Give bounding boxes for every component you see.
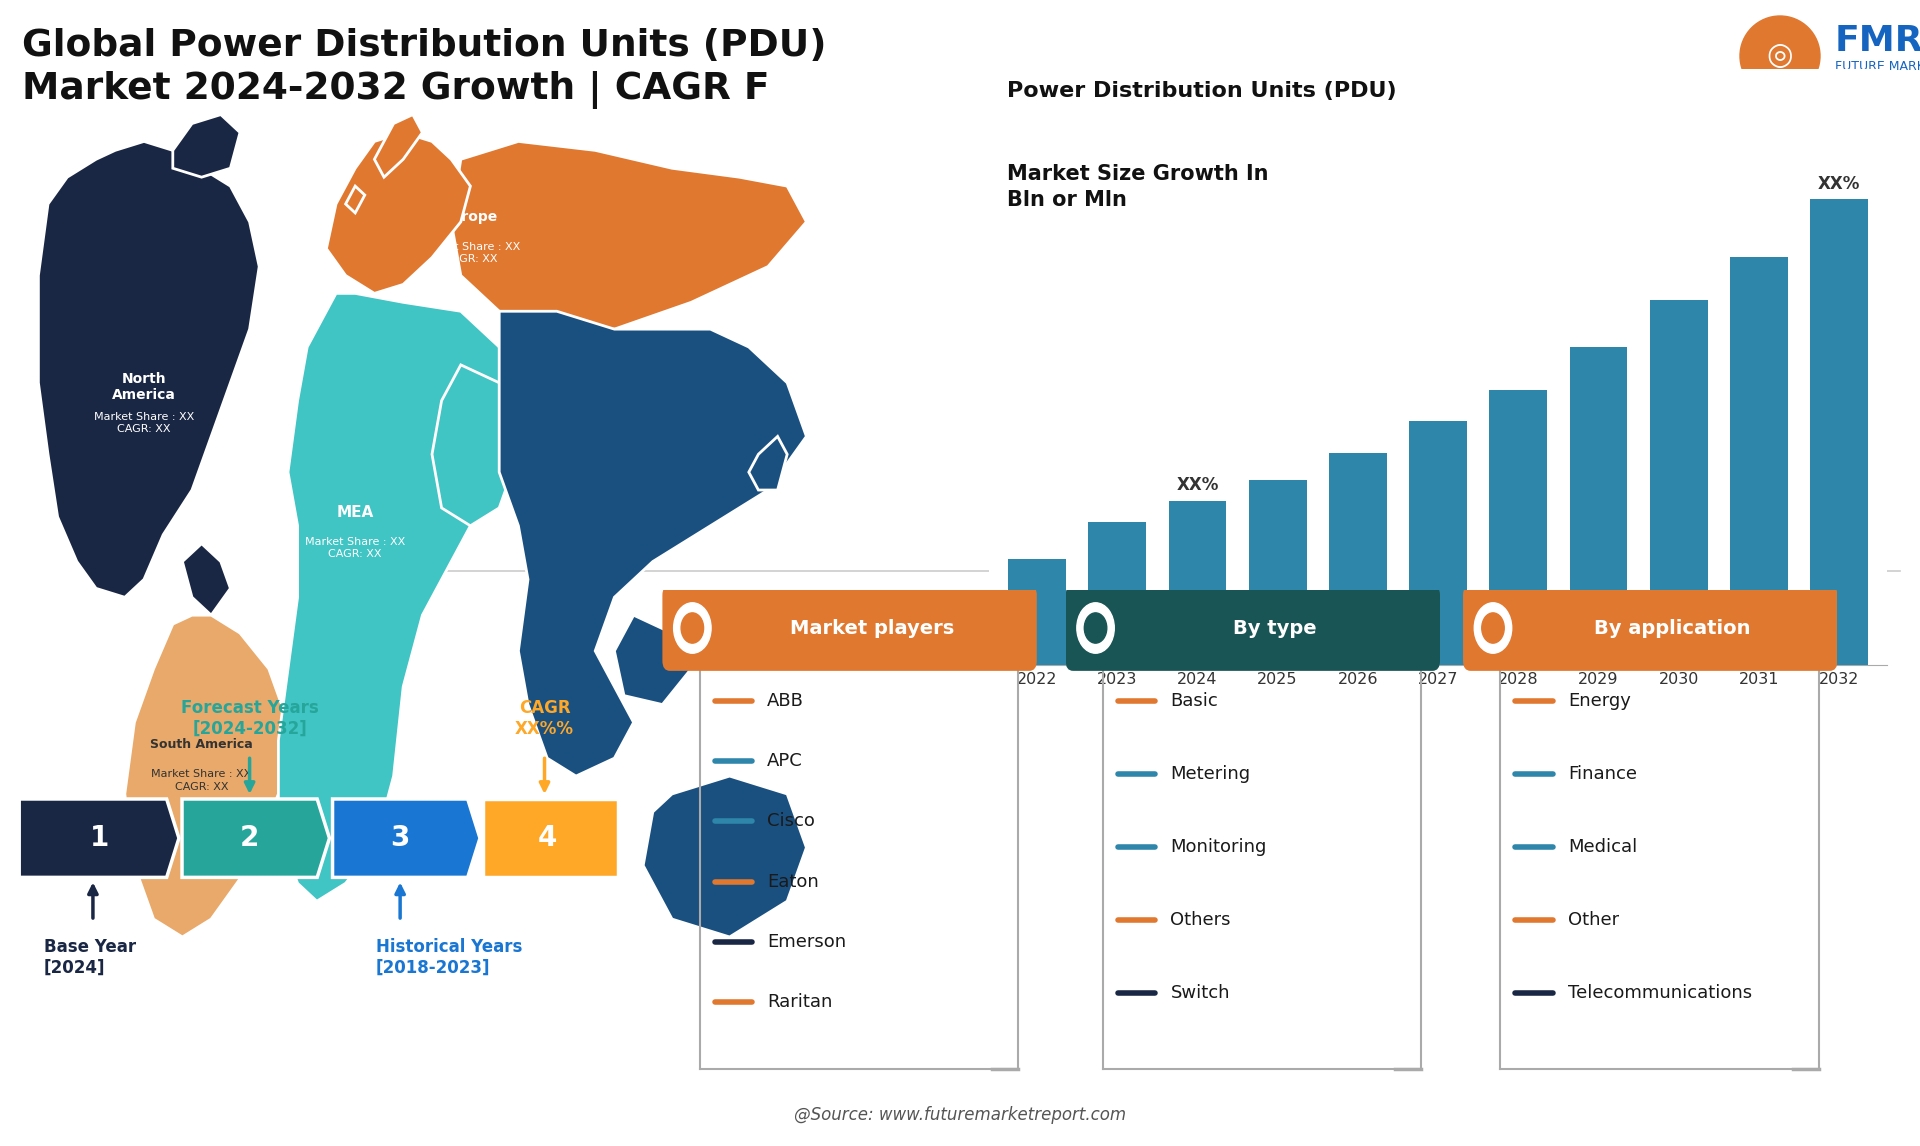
Polygon shape xyxy=(643,776,806,937)
Bar xyxy=(1409,422,1467,665)
FancyBboxPatch shape xyxy=(1463,586,1837,670)
Text: Other: Other xyxy=(1569,911,1619,929)
Polygon shape xyxy=(125,615,288,937)
Bar xyxy=(1649,299,1707,665)
Text: FUTURE MARKET REPORT: FUTURE MARKET REPORT xyxy=(1836,60,1920,72)
Text: 2: 2 xyxy=(240,824,259,853)
Text: XX%: XX% xyxy=(1818,175,1860,193)
Text: Market Share : XX
CAGR: XX: Market Share : XX CAGR: XX xyxy=(305,537,405,559)
Text: Raritan: Raritan xyxy=(768,992,833,1011)
Bar xyxy=(1490,390,1548,665)
Text: ABB: ABB xyxy=(768,692,804,711)
Text: Asia Pacific: Asia Pacific xyxy=(580,416,668,430)
Polygon shape xyxy=(332,799,480,878)
Text: Basic: Basic xyxy=(1171,692,1217,711)
Text: @Source: www.futuremarketreport.com: @Source: www.futuremarketreport.com xyxy=(795,1106,1125,1124)
Text: Historical Years
[2018-2023]: Historical Years [2018-2023] xyxy=(376,939,522,978)
Circle shape xyxy=(1482,613,1503,643)
Text: ◎: ◎ xyxy=(1766,41,1793,71)
Polygon shape xyxy=(173,115,240,178)
Text: Market Share : XX
CAGR: XX: Market Share : XX CAGR: XX xyxy=(574,448,674,470)
Circle shape xyxy=(1085,613,1106,643)
Polygon shape xyxy=(182,543,230,615)
Polygon shape xyxy=(749,437,787,490)
Text: 4: 4 xyxy=(538,824,557,853)
Polygon shape xyxy=(484,799,618,878)
Text: Europe: Europe xyxy=(444,211,497,225)
Text: Market Share : XX
CAGR: XX: Market Share : XX CAGR: XX xyxy=(94,411,194,434)
Polygon shape xyxy=(499,312,806,776)
Text: Market 2024-2032 Growth | CAGR F: Market 2024-2032 Growth | CAGR F xyxy=(21,71,770,109)
Text: Others: Others xyxy=(1171,911,1231,929)
FancyBboxPatch shape xyxy=(662,586,1037,670)
Circle shape xyxy=(1077,603,1114,653)
Text: Telecommunications: Telecommunications xyxy=(1569,984,1751,1002)
Text: Base Year
[2024]: Base Year [2024] xyxy=(44,939,136,978)
Polygon shape xyxy=(614,615,691,705)
Text: FMR: FMR xyxy=(1836,24,1920,58)
Text: Global Power Distribution Units (PDU): Global Power Distribution Units (PDU) xyxy=(21,28,826,64)
Text: South America: South America xyxy=(150,738,253,752)
Text: Forecast Years
[2024-2032]: Forecast Years [2024-2032] xyxy=(180,699,319,738)
Text: APC: APC xyxy=(768,752,803,770)
Circle shape xyxy=(674,603,710,653)
Text: Cisco: Cisco xyxy=(768,813,816,831)
Bar xyxy=(1571,347,1628,665)
Polygon shape xyxy=(19,799,179,878)
Text: Monitoring: Monitoring xyxy=(1171,838,1267,856)
Polygon shape xyxy=(432,364,518,526)
Text: Market Share : XX
CAGR: XX: Market Share : XX CAGR: XX xyxy=(152,769,252,792)
Text: XX%: XX% xyxy=(1177,477,1219,494)
Text: Market players: Market players xyxy=(789,619,954,637)
Polygon shape xyxy=(38,141,259,597)
FancyBboxPatch shape xyxy=(1066,586,1440,670)
Polygon shape xyxy=(326,133,470,293)
Text: North
America: North America xyxy=(111,372,177,402)
Text: MEA: MEA xyxy=(336,505,374,520)
Text: CAGR
XX%%: CAGR XX%% xyxy=(515,699,574,738)
Bar xyxy=(1089,521,1146,665)
Text: Metering: Metering xyxy=(1171,766,1250,783)
Text: Power Distribution Units (PDU): Power Distribution Units (PDU) xyxy=(1006,80,1396,101)
Bar xyxy=(1169,501,1227,665)
Text: 1: 1 xyxy=(90,824,109,853)
Text: By type: By type xyxy=(1233,619,1317,637)
Polygon shape xyxy=(182,799,330,878)
Circle shape xyxy=(682,613,703,643)
Text: Market Size Growth In
Bln or Mln: Market Size Growth In Bln or Mln xyxy=(1006,164,1269,210)
Polygon shape xyxy=(451,141,806,329)
Text: Emerson: Emerson xyxy=(768,933,847,951)
Bar xyxy=(1008,559,1066,665)
Text: Switch: Switch xyxy=(1171,984,1231,1002)
Bar xyxy=(1811,199,1868,665)
Polygon shape xyxy=(374,115,422,178)
Bar xyxy=(1730,258,1788,665)
Text: By application: By application xyxy=(1594,619,1751,637)
Text: Energy: Energy xyxy=(1569,692,1630,711)
Text: 3: 3 xyxy=(390,824,409,853)
Text: Market Share : XX
CAGR: XX: Market Share : XX CAGR: XX xyxy=(420,242,520,265)
Text: Eaton: Eaton xyxy=(768,872,820,890)
Circle shape xyxy=(1475,603,1511,653)
Polygon shape xyxy=(278,293,518,901)
Polygon shape xyxy=(346,186,365,213)
Text: Finance: Finance xyxy=(1569,766,1638,783)
Bar xyxy=(1248,479,1306,665)
Text: Medical: Medical xyxy=(1569,838,1638,856)
Circle shape xyxy=(1740,16,1820,96)
Bar xyxy=(1329,453,1386,665)
